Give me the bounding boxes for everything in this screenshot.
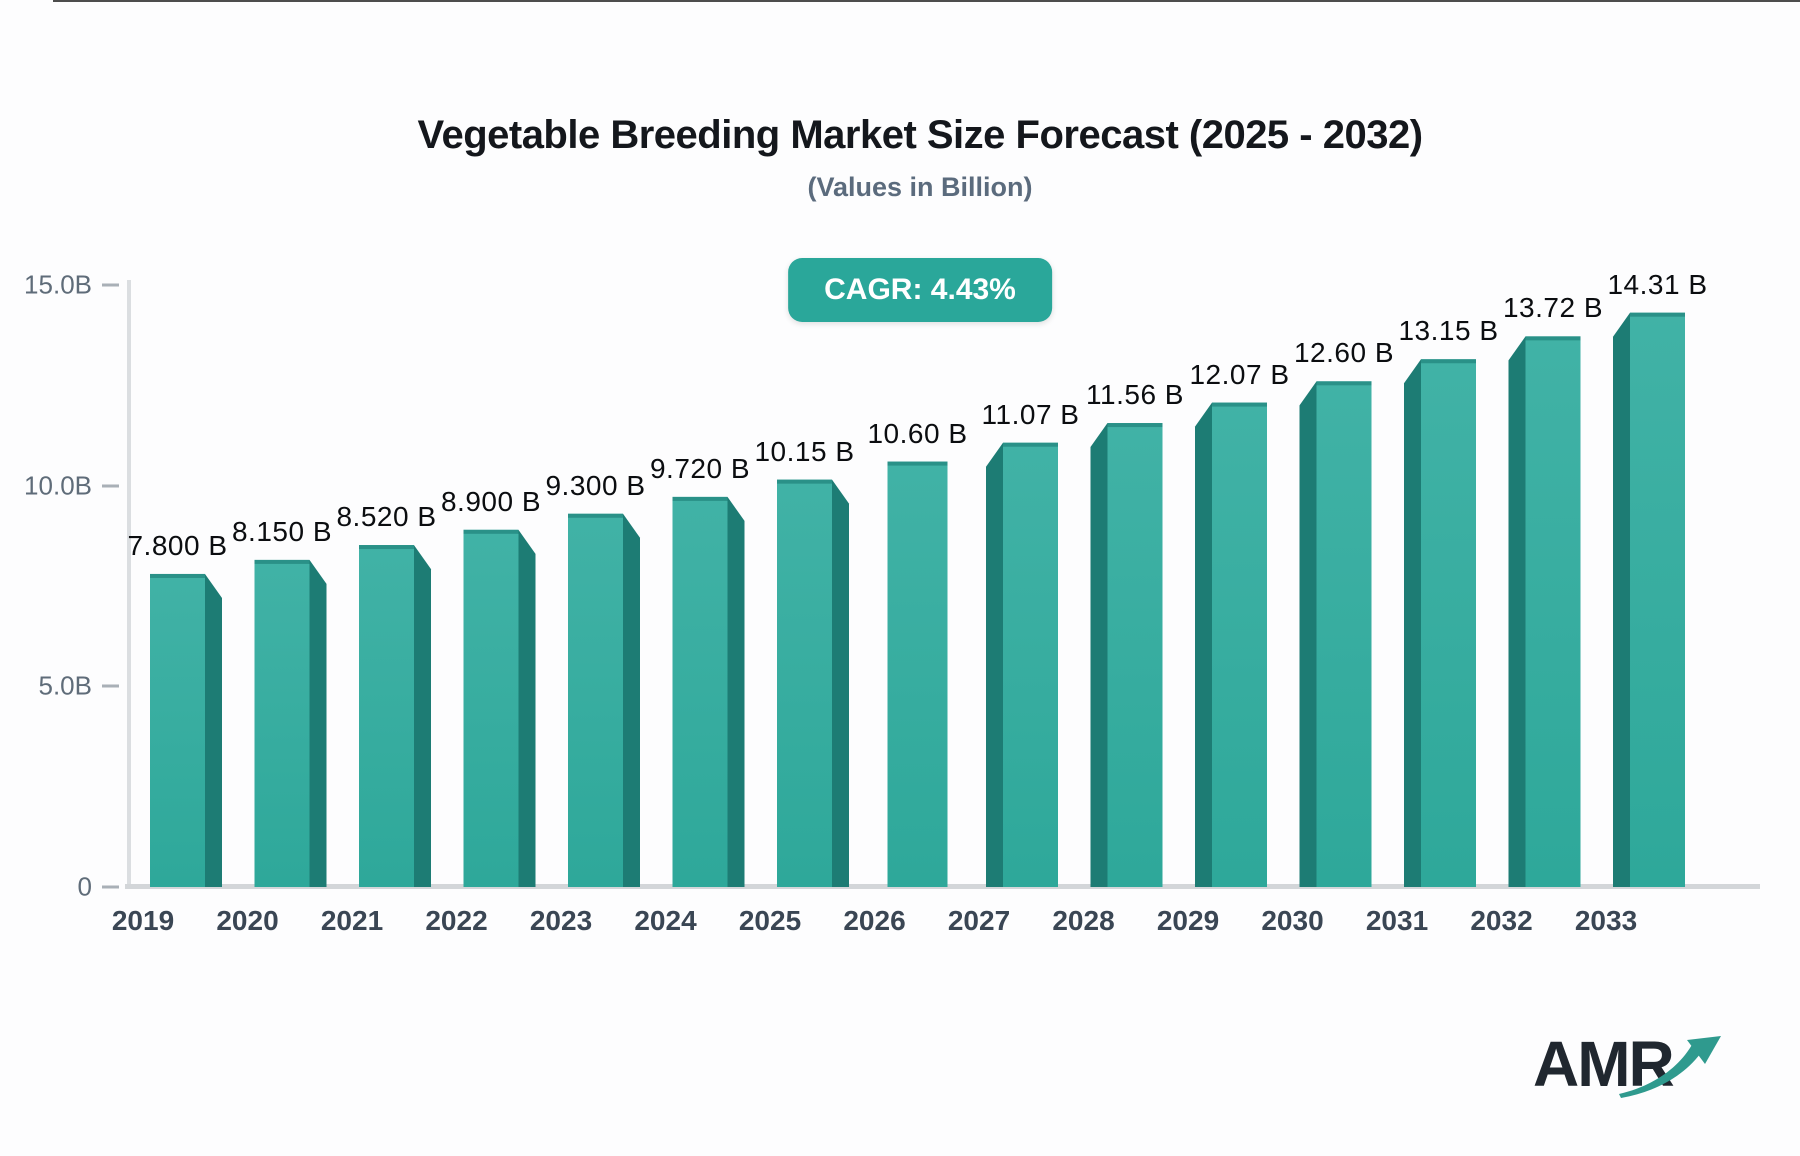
x-axis-label-2030: 2030 (1261, 905, 1324, 936)
y-tick-label: 15.0B (24, 269, 92, 300)
bar-2020 (254, 559, 310, 887)
bar-value-label: 11.56 B (1086, 379, 1184, 411)
y-tick-mark (102, 684, 119, 688)
y-tick-mark (102, 484, 119, 488)
bar-top-edge (359, 545, 414, 550)
x-axis-label-2021: 2021 (320, 905, 384, 936)
chart-subtitle: (Values in Billion) (807, 172, 1033, 202)
bar-side-face (414, 545, 431, 887)
bar-2030 (1316, 381, 1372, 887)
bar-value-label: 8.520 B (336, 501, 437, 533)
x-axis-label-2019: 2019 (111, 905, 175, 936)
bar-side-face (309, 559, 327, 887)
bar-2023 (568, 513, 623, 887)
bar-value-label: 10.60 B (867, 417, 968, 449)
y-tick-mark (102, 885, 119, 889)
y-tick-label: 5.0B (38, 670, 93, 701)
x-axis-label-2025: 2025 (738, 905, 802, 936)
bar-top-edge (1630, 312, 1685, 317)
bar-2028 (1107, 423, 1163, 887)
bar-top-edge (1003, 442, 1058, 447)
bar-value-label: 13.15 B (1398, 315, 1499, 347)
y-tick-label: 0 (77, 871, 92, 902)
bar-side-face (1090, 423, 1108, 887)
bar-value-label: 9.720 B (649, 452, 751, 484)
bar-side-face (1299, 381, 1317, 887)
bar-side-face (727, 496, 745, 887)
bar-2027 (1003, 442, 1058, 887)
bar-top-edge (1421, 359, 1476, 364)
bar-top-edge (672, 496, 728, 501)
bar-value-label: 9.300 B (545, 469, 646, 501)
cagr-badge: CAGR: 4.43% (788, 258, 1052, 322)
bar-2021 (359, 545, 414, 887)
x-axis-label-2024: 2024 (634, 905, 697, 936)
y-axis-line (127, 280, 131, 887)
bar-side-face (832, 479, 849, 887)
bar-side-face (518, 529, 536, 887)
bar-top-edge (1107, 423, 1163, 428)
bar-2033 (1630, 312, 1685, 887)
bar-side-face (1508, 336, 1526, 887)
x-axis-label-2032: 2032 (1470, 905, 1533, 936)
bar-side-face (1613, 312, 1630, 887)
x-axis-label-2026: 2026 (843, 905, 906, 936)
bar-value-label: 8.150 B (231, 515, 333, 547)
bar-2024 (672, 496, 728, 887)
y-tick-label: 10.0B (24, 470, 92, 501)
x-axis-label-2028: 2028 (1052, 905, 1115, 936)
bar-2026 (887, 461, 948, 887)
bar-2032 (1525, 336, 1581, 887)
logo-arrow-icon (1619, 1036, 1721, 1098)
bar-value-label: 13.72 B (1502, 292, 1604, 324)
x-axis-label-2033: 2033 (1574, 905, 1638, 936)
bar-side-face (1404, 359, 1421, 887)
y-tick-mark (102, 283, 119, 287)
bar-side-face (986, 442, 1003, 887)
bar-value-label: 12.60 B (1293, 337, 1395, 369)
x-axis-label-2020: 2020 (216, 905, 279, 936)
x-axis-label-2031: 2031 (1365, 905, 1429, 936)
bar-2031 (1421, 359, 1476, 887)
bar-value-label: 11.07 B (981, 398, 1080, 430)
bar-value-label: 10.15 B (754, 435, 855, 467)
bar-top-edge (254, 559, 310, 564)
bar-top-edge (1525, 336, 1581, 341)
bar-top-edge (150, 573, 205, 578)
bar-top-edge (777, 479, 832, 484)
x-axis-label-2022: 2022 (425, 905, 488, 936)
x-axis-label-2023: 2023 (529, 905, 593, 936)
bar-2022 (463, 529, 519, 887)
bar-side-face (623, 513, 640, 887)
bar-value-label: 8.900 B (440, 485, 542, 517)
bar-side-face (1195, 402, 1212, 887)
amr-logo: AMR (1533, 1032, 1733, 1112)
bar-value-label: 12.07 B (1189, 358, 1290, 390)
bar-top-edge (1212, 402, 1267, 407)
chart-title: Vegetable Breeding Market Size Forecast … (417, 113, 1423, 157)
bar-top-edge (1316, 381, 1372, 386)
x-axis-label-2027: 2027 (947, 905, 1011, 936)
bar-value-label: 7.800 B (127, 529, 228, 561)
top-edge-line (53, 0, 1800, 2)
bar-side-face (205, 573, 222, 887)
bar-value-label: 14.31 B (1607, 268, 1708, 300)
bar-2029 (1212, 402, 1267, 887)
bar-2025 (777, 479, 832, 887)
bar-top-edge (568, 513, 623, 518)
bar-2019 (150, 573, 205, 887)
bar-top-edge (887, 461, 948, 466)
bar-top-edge (463, 529, 519, 534)
x-axis-label-2029: 2029 (1156, 905, 1220, 936)
